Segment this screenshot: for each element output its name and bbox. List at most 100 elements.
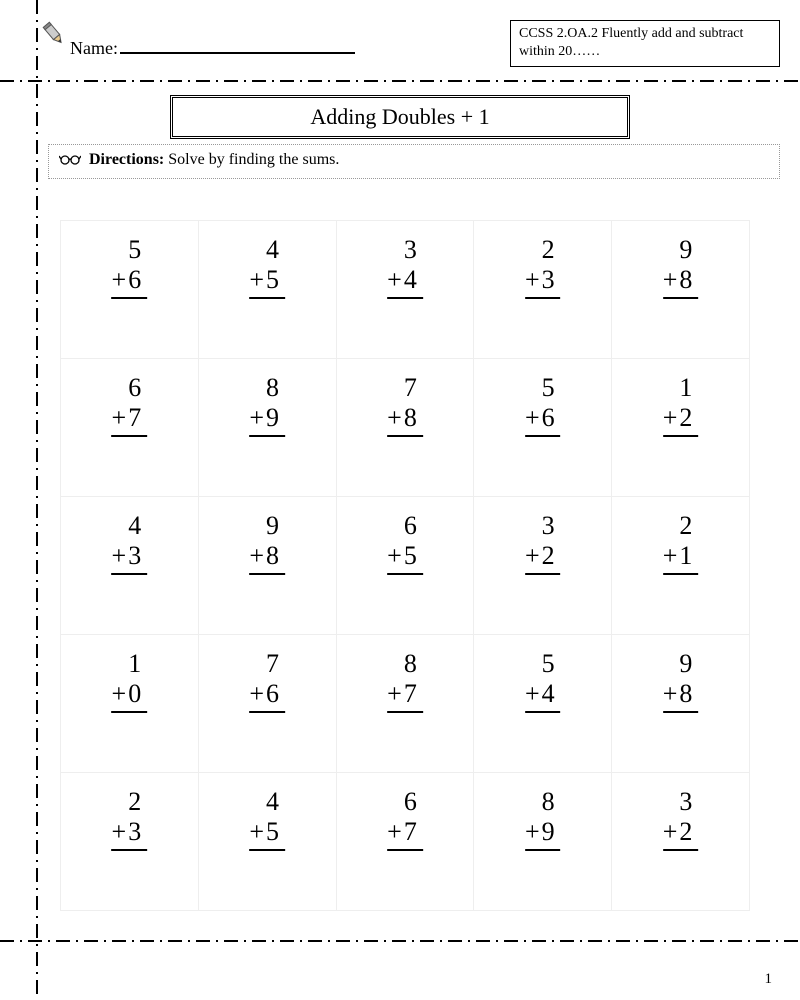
plus-sign: +: [249, 679, 266, 708]
plus-sign: +: [249, 817, 266, 846]
addend-bottom: 7: [404, 817, 417, 846]
name-label: Name:: [70, 38, 118, 59]
addend-bottom-row: +0: [112, 679, 148, 713]
problem-cell: 4+5: [199, 773, 337, 911]
addend-bottom: 2: [679, 817, 692, 846]
addition-problem: 5+6: [525, 373, 561, 437]
pencil-icon: [40, 20, 68, 53]
addition-problem: 8+7: [387, 649, 423, 713]
addend-bottom: 0: [128, 679, 141, 708]
plus-sign: +: [112, 403, 129, 432]
plus-sign: +: [525, 403, 542, 432]
plus-sign: +: [249, 403, 266, 432]
plus-sign: +: [663, 679, 680, 708]
addend-top: 2: [525, 235, 561, 265]
addend-bottom-row: +8: [663, 265, 699, 299]
problem-cell: 6+5: [337, 497, 475, 635]
plus-sign: +: [112, 541, 129, 570]
addend-bottom: 8: [404, 403, 417, 432]
addition-problem: 2+1: [663, 511, 699, 575]
addend-bottom: 5: [266, 265, 279, 294]
plus-sign: +: [387, 403, 404, 432]
addend-bottom-row: +9: [249, 403, 285, 437]
addend-bottom-row: +8: [663, 679, 699, 713]
addend-bottom: 7: [404, 679, 417, 708]
addend-bottom-row: +5: [249, 265, 285, 299]
addend-bottom-row: +2: [663, 817, 699, 851]
problem-cell: 8+9: [199, 359, 337, 497]
problems-grid: 5+64+53+42+39+86+78+97+85+61+24+39+86+53…: [60, 220, 750, 911]
problem-cell: 3+2: [612, 773, 750, 911]
addition-problem: 5+6: [112, 235, 148, 299]
addend-top: 2: [112, 787, 148, 817]
plus-sign: +: [525, 817, 542, 846]
addend-bottom: 9: [266, 403, 279, 432]
addend-top: 3: [663, 787, 699, 817]
directions-text: Solve by finding the sums.: [164, 151, 339, 168]
addition-problem: 4+5: [249, 235, 285, 299]
addend-top: 3: [525, 511, 561, 541]
addend-bottom-row: +7: [387, 679, 423, 713]
glasses-icon: [59, 152, 85, 169]
plus-sign: +: [663, 403, 680, 432]
plus-sign: +: [387, 817, 404, 846]
addend-bottom-row: +6: [525, 403, 561, 437]
addition-problem: 3+2: [525, 511, 561, 575]
addend-bottom: 6: [128, 265, 141, 294]
addend-top: 4: [249, 787, 285, 817]
problem-cell: 2+1: [612, 497, 750, 635]
addend-bottom: 8: [266, 541, 279, 570]
problem-cell: 9+8: [612, 635, 750, 773]
crop-top-line: [0, 80, 800, 82]
addend-top: 8: [387, 649, 423, 679]
addend-top: 9: [663, 235, 699, 265]
crop-left-line: [36, 0, 38, 1000]
worksheet-header: Name: CCSS 2.OA.2 Fluently add and subtr…: [40, 20, 780, 70]
plus-sign: +: [387, 265, 404, 294]
addend-top: 4: [112, 511, 148, 541]
addend-bottom-row: +1: [663, 541, 699, 575]
addition-problem: 5+4: [525, 649, 561, 713]
addend-bottom-row: +6: [249, 679, 285, 713]
plus-sign: +: [525, 679, 542, 708]
addition-problem: 3+4: [387, 235, 423, 299]
plus-sign: +: [663, 817, 680, 846]
plus-sign: +: [112, 679, 129, 708]
problem-cell: 5+4: [474, 635, 612, 773]
standard-box: CCSS 2.OA.2 Fluently add and subtract wi…: [510, 20, 780, 67]
name-blank-line[interactable]: [120, 38, 355, 54]
addend-top: 6: [112, 373, 148, 403]
addend-top: 6: [387, 787, 423, 817]
plus-sign: +: [663, 541, 680, 570]
addend-top: 3: [387, 235, 423, 265]
addition-problem: 4+5: [249, 787, 285, 851]
problem-cell: 1+2: [612, 359, 750, 497]
addend-bottom: 6: [542, 403, 555, 432]
plus-sign: +: [112, 265, 129, 294]
problem-cell: 1+0: [61, 635, 199, 773]
addend-bottom: 9: [542, 817, 555, 846]
plus-sign: +: [525, 541, 542, 570]
problem-cell: 7+8: [337, 359, 475, 497]
worksheet-title: Adding Doubles + 1: [170, 95, 630, 139]
addend-bottom-row: +9: [525, 817, 561, 851]
addend-bottom-row: +8: [249, 541, 285, 575]
addition-problem: 9+8: [249, 511, 285, 575]
plus-sign: +: [249, 265, 266, 294]
problem-cell: 7+6: [199, 635, 337, 773]
addend-top: 5: [112, 235, 148, 265]
addend-bottom: 5: [266, 817, 279, 846]
problem-cell: 3+4: [337, 221, 475, 359]
problem-cell: 6+7: [61, 359, 199, 497]
addend-top: 9: [663, 649, 699, 679]
addend-bottom-row: +2: [525, 541, 561, 575]
problem-cell: 3+2: [474, 497, 612, 635]
plus-sign: +: [387, 541, 404, 570]
addition-problem: 6+5: [387, 511, 423, 575]
addition-problem: 4+3: [112, 511, 148, 575]
plus-sign: +: [249, 541, 266, 570]
directions-box: Directions: Solve by finding the sums.: [48, 144, 780, 179]
addend-bottom-row: +4: [387, 265, 423, 299]
addend-top: 7: [249, 649, 285, 679]
addend-top: 1: [663, 373, 699, 403]
